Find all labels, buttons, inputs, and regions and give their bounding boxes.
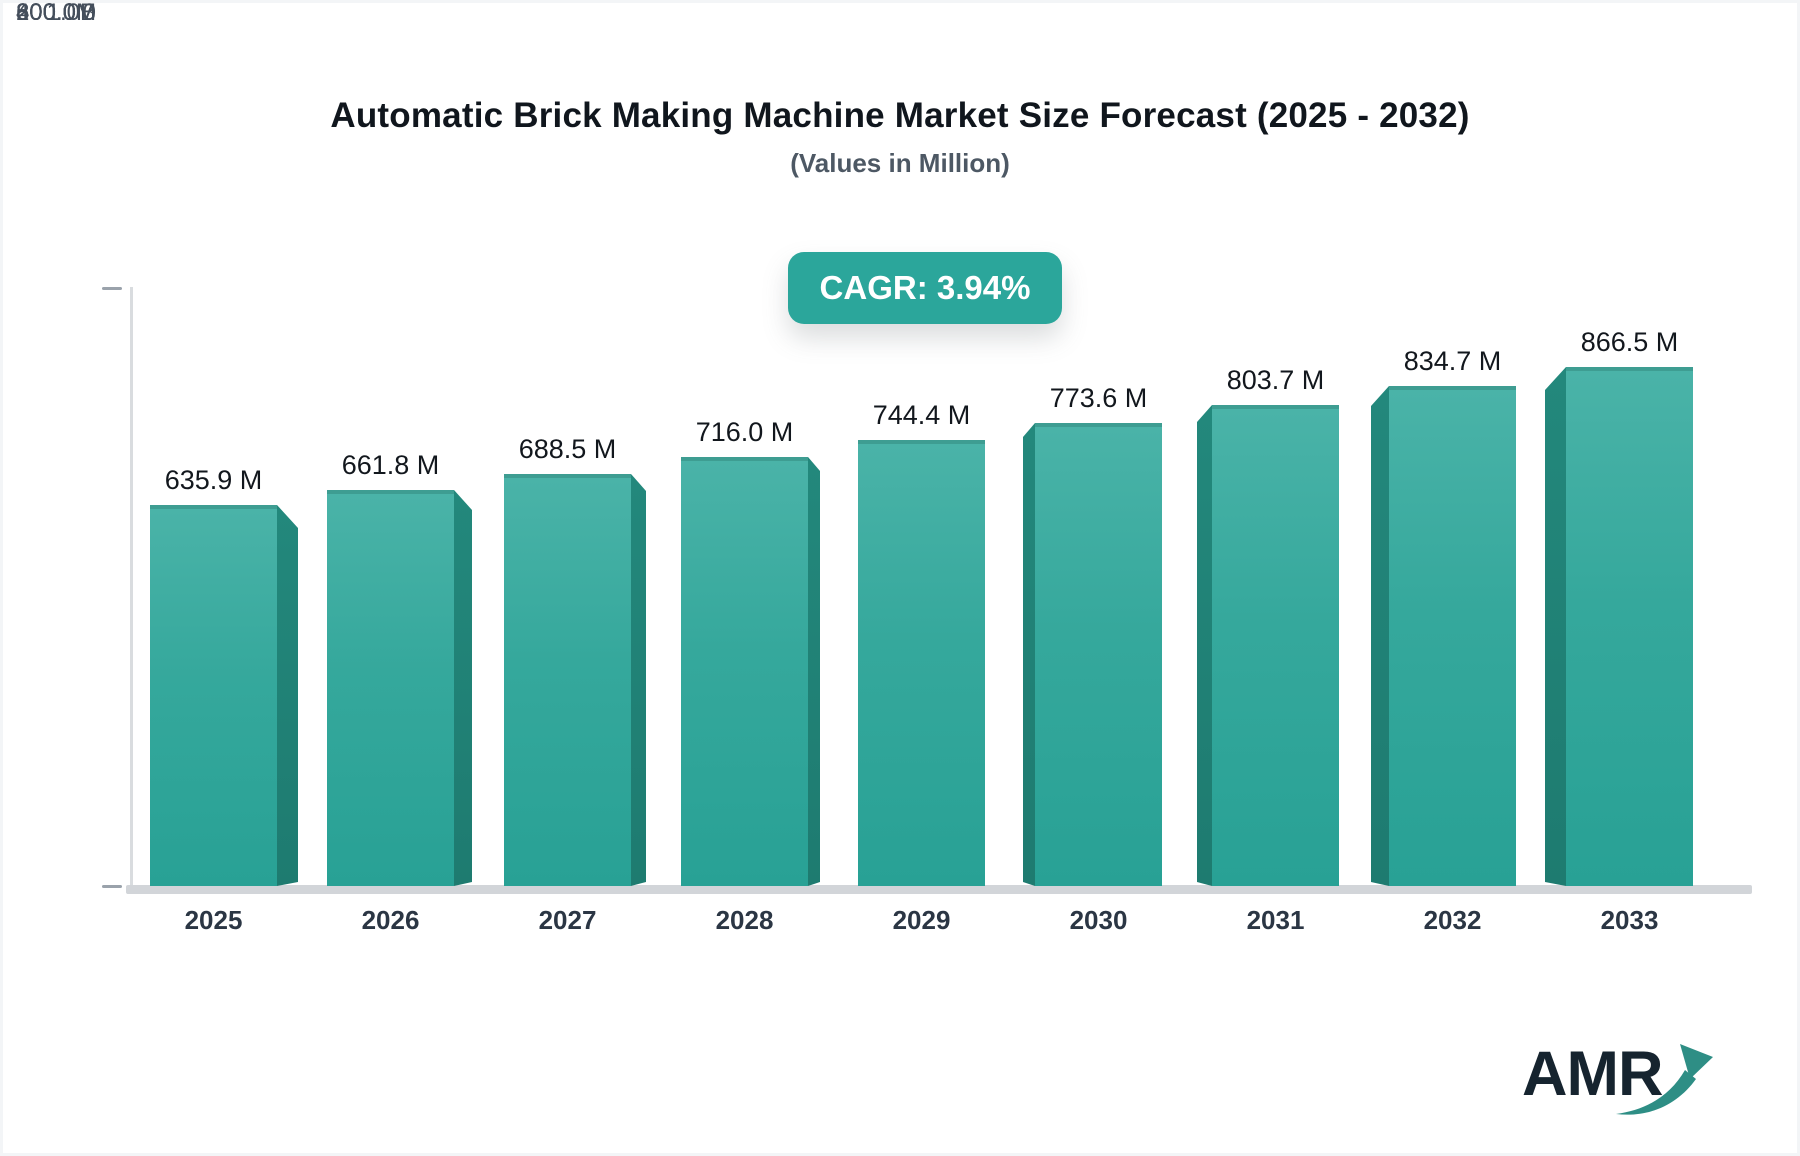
bar-face	[858, 440, 985, 886]
bar-face	[1212, 405, 1339, 886]
x-axis-year-label: 2031	[1246, 905, 1305, 935]
amr-logo-text: AMR	[1522, 1039, 1663, 1109]
bar-face	[1389, 386, 1516, 886]
bar: 866.5 M 2033	[1566, 327, 1693, 935]
bar-side-3d	[808, 457, 820, 886]
bar-side-3d	[631, 474, 646, 886]
bar-face	[1566, 367, 1693, 886]
x-axis-year-label: 2025	[184, 905, 243, 935]
bar-value-label: 834.7 M	[1403, 346, 1502, 376]
bar: 716.0 M 2028	[681, 417, 808, 935]
bar: 803.7 M 2031	[1212, 365, 1339, 935]
bar: 834.7 M 2032	[1389, 346, 1516, 935]
y-axis-tick-mark	[102, 287, 122, 290]
y-axis-tick-label: 600.0M	[15, 0, 96, 26]
bar: 635.9 M 2025	[150, 465, 277, 935]
bar-value-label: 866.5 M	[1580, 327, 1679, 357]
bar-side-3d	[1545, 367, 1566, 886]
y-axis-tick-label: 0	[82, 0, 96, 26]
bar-side-3d	[454, 490, 472, 886]
x-axis-year-label: 2029	[892, 905, 951, 935]
bar-face	[1035, 423, 1162, 886]
y-axis-tick-label: 800.0M	[15, 0, 96, 26]
bar: 744.4 M 2029	[858, 400, 985, 935]
bar-face	[150, 505, 277, 886]
bar-side-3d	[1023, 423, 1035, 886]
bar: 688.5 M 2027	[504, 434, 631, 935]
bar: 773.6 M 2030	[1035, 383, 1162, 935]
y-axis-tick-label: 200.0M	[15, 0, 96, 26]
bar-value-label: 688.5 M	[518, 434, 617, 464]
bar-value-label: 635.9 M	[164, 465, 263, 495]
bar-side-3d	[1371, 386, 1389, 886]
bar-face	[681, 457, 808, 886]
x-axis-year-label: 2028	[715, 905, 774, 935]
amr-logo: AMR	[1522, 1032, 1722, 1122]
chart-title: Automatic Brick Making Machine Market Si…	[330, 96, 1470, 135]
bar-value-label: 716.0 M	[695, 417, 794, 447]
trend-up-arrow-icon	[1616, 1044, 1713, 1115]
bar-value-label: 803.7 M	[1226, 365, 1325, 395]
bar: 661.8 M 2026	[327, 450, 454, 935]
bar-face	[327, 490, 454, 886]
y-axis-line	[130, 287, 133, 890]
cagr-badge: CAGR: 3.94%	[788, 252, 1062, 324]
bar-value-label: 744.4 M	[872, 400, 971, 430]
bar-side-3d	[277, 505, 298, 886]
y-axis-tick-label: 1.0B	[46, 0, 96, 26]
x-axis-year-label: 2032	[1423, 905, 1482, 935]
bar-value-label: 661.8 M	[341, 450, 440, 480]
y-axis-tick-label: 400.0M	[15, 0, 96, 26]
x-axis-year-label: 2026	[361, 905, 420, 935]
x-axis-year-label: 2033	[1600, 905, 1659, 935]
bar-value-label: 773.6 M	[1049, 383, 1148, 413]
x-axis-baseline	[126, 885, 1752, 894]
chart-subtitle: (Values in Million)	[790, 148, 1010, 178]
y-axis-tick-mark	[102, 885, 122, 888]
bar-face	[504, 474, 631, 886]
cagr-badge-label: CAGR: 3.94%	[819, 269, 1031, 306]
x-axis-year-label: 2027	[538, 905, 597, 935]
bar-side-3d	[1197, 405, 1212, 886]
x-axis-year-label: 2030	[1069, 905, 1128, 935]
